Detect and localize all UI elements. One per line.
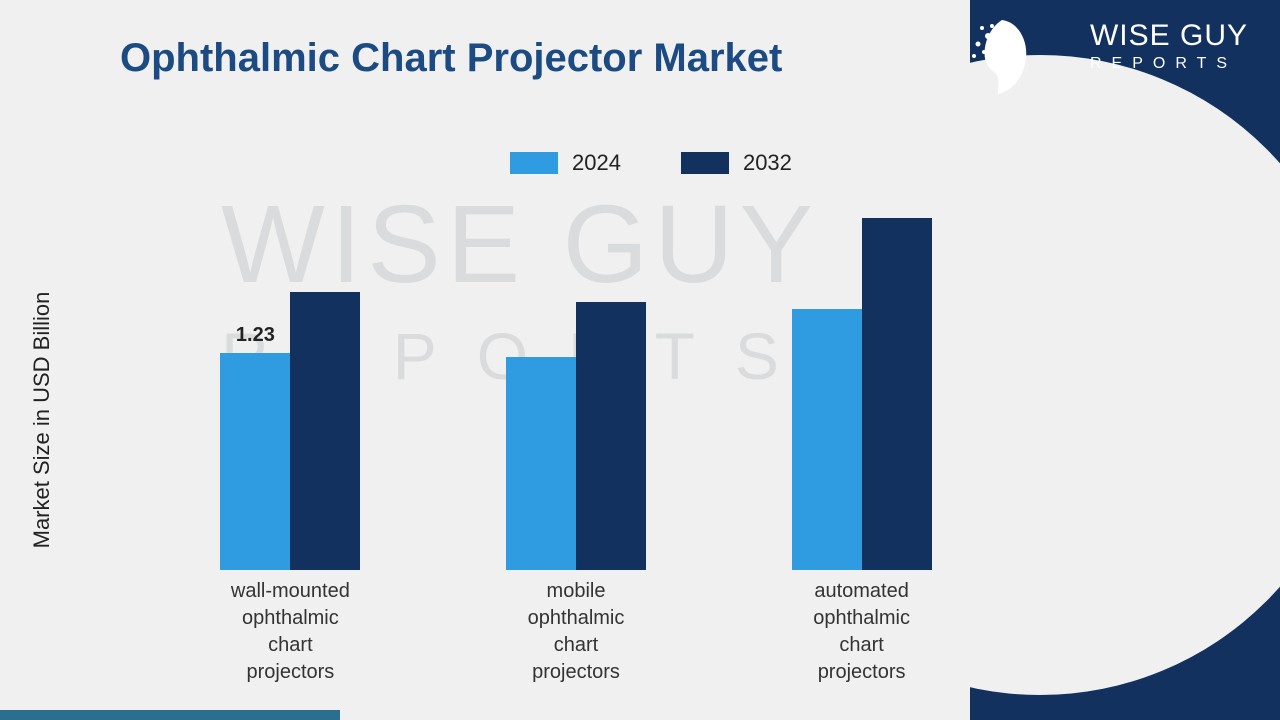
- brand-logo: WISE GUY REPORTS: [1090, 20, 1248, 72]
- legend-swatch: [681, 152, 729, 174]
- legend-item-2024: 2024: [510, 150, 621, 176]
- x-axis-label: mobileophthalmicchartprojectors: [486, 578, 666, 686]
- legend-label: 2032: [743, 150, 792, 176]
- brand-line1: WISE GUY: [1090, 20, 1248, 52]
- legend: 2024 2032: [510, 150, 792, 176]
- bar: 1.23: [220, 353, 290, 570]
- infographic-canvas: WISE GUY REPORTS WISE GUY REPORTS Ophtha…: [0, 0, 1280, 720]
- legend-label: 2024: [572, 150, 621, 176]
- bottom-accent-bar: [0, 710, 340, 720]
- bar: [576, 302, 646, 570]
- bar: [290, 292, 360, 570]
- bar: [792, 309, 862, 570]
- bar-value-label: 1.23: [236, 324, 275, 347]
- x-axis-label: automatedophthalmicchartprojectors: [772, 578, 952, 686]
- plot-area: 1.23: [150, 200, 990, 570]
- legend-item-2032: 2032: [681, 150, 792, 176]
- chart-title: Ophthalmic Chart Projector Market: [120, 36, 782, 81]
- bar: [862, 218, 932, 570]
- legend-swatch: [510, 152, 558, 174]
- brand-line2: REPORTS: [1090, 56, 1248, 73]
- chart-area: Market Size in USD Billion 2024 2032 1.2…: [90, 150, 990, 690]
- x-axis-label: wall-mountedophthalmicchartprojectors: [200, 578, 380, 686]
- brand-head-icon: [968, 18, 1030, 96]
- bar: [506, 357, 576, 570]
- y-axis-label: Market Size in USD Billion: [29, 292, 55, 549]
